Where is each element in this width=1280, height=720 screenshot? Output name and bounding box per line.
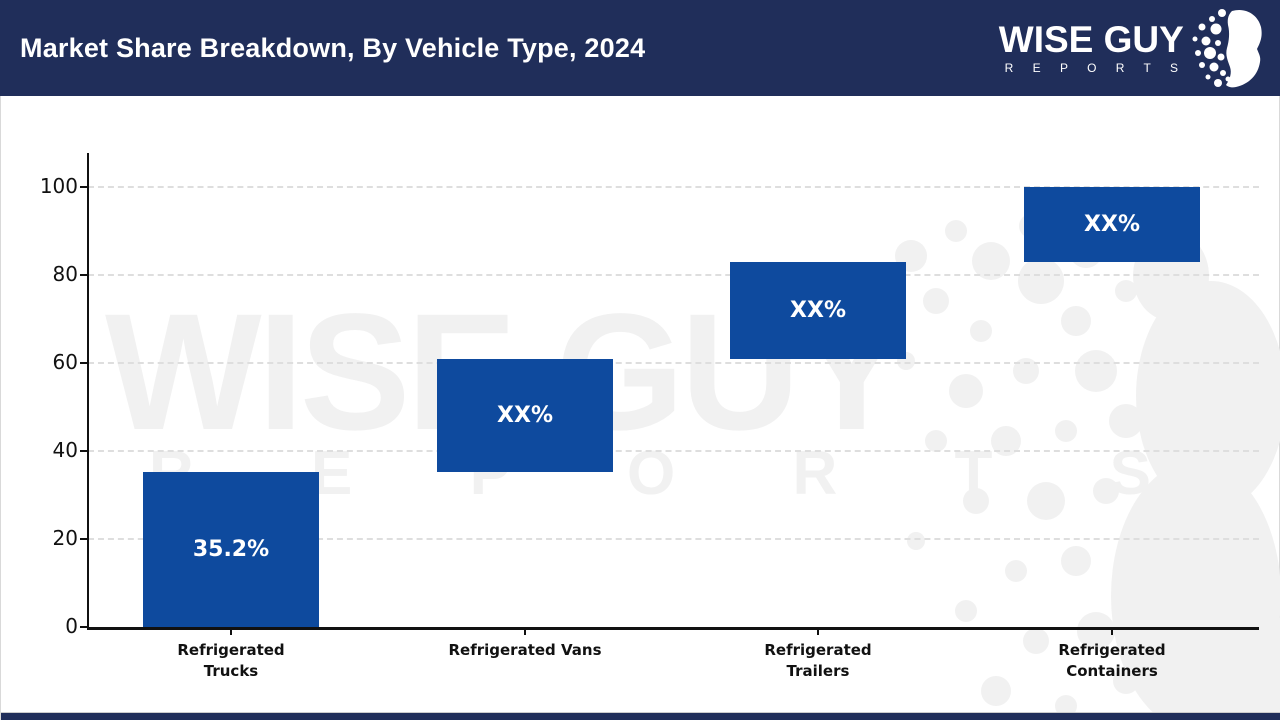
y-tick-mark — [80, 186, 88, 188]
y-tick-label: 80 — [52, 262, 78, 286]
logo-text: WISE GUY R E P O R T S — [997, 21, 1186, 75]
chart-area: WISE GUY R E P O R T S 0 20 40 60 80 100 35.2%… — [0, 96, 1280, 720]
y-tick-label: 0 — [65, 614, 78, 638]
header-bar: Market Share Breakdown, By Vehicle Type,… — [0, 0, 1280, 96]
x-tick-mark — [230, 630, 232, 635]
footer-bar — [1, 712, 1280, 720]
bar-value-label: XX% — [1084, 211, 1140, 237]
gridline-60 — [88, 362, 1259, 364]
bar-value-label: XX% — [790, 297, 846, 323]
y-tick-mark — [80, 274, 88, 276]
x-category-label: Refrigerated Containers — [1058, 641, 1166, 680]
head-profile-icon — [1192, 9, 1262, 88]
x-tick-mark — [524, 630, 526, 635]
gridline-80 — [88, 274, 1259, 276]
x-category-label: Refrigerated Trailers — [764, 641, 872, 680]
y-tick-mark — [80, 450, 88, 452]
bar-value-label: XX% — [497, 402, 553, 428]
gridline-20 — [88, 538, 1259, 540]
x-axis-line — [87, 627, 1259, 630]
bar-segment: XX% — [437, 358, 613, 473]
x-tick-mark — [817, 630, 819, 635]
y-tick-mark — [80, 626, 88, 628]
y-tick-label: 40 — [52, 438, 78, 462]
x-tick-mark — [1111, 630, 1113, 635]
wise-guy-logo: WISE GUY R E P O R T S — [997, 5, 1266, 91]
plot: 0 20 40 60 80 100 35.2% Refrigerated Trucks XX% Re… — [1, 96, 1280, 720]
bar-segment: XX% — [730, 261, 906, 359]
y-axis-line — [87, 153, 89, 630]
y-tick-label: 100 — [39, 174, 78, 198]
bar-segment: XX% — [1024, 187, 1200, 262]
logo-subtitle: R E P O R T S — [1004, 61, 1186, 75]
y-tick-mark — [80, 362, 88, 364]
y-tick-label: 60 — [52, 350, 78, 374]
x-category-label: Refrigerated Trucks — [177, 641, 285, 680]
gridline-100 — [88, 186, 1259, 188]
bar-segment: 35.2% — [143, 472, 319, 627]
page-title: Market Share Breakdown, By Vehicle Type,… — [20, 32, 646, 63]
gridline-40 — [88, 450, 1259, 452]
y-tick-label: 20 — [52, 526, 78, 550]
watermark-head-icon — [895, 214, 1280, 712]
y-tick-mark — [80, 538, 88, 540]
logo-wordmark: WISE GUY — [998, 19, 1184, 60]
x-category-label: Refrigerated Vans — [448, 641, 602, 659]
bar-value-label: 35.2% — [192, 537, 270, 563]
